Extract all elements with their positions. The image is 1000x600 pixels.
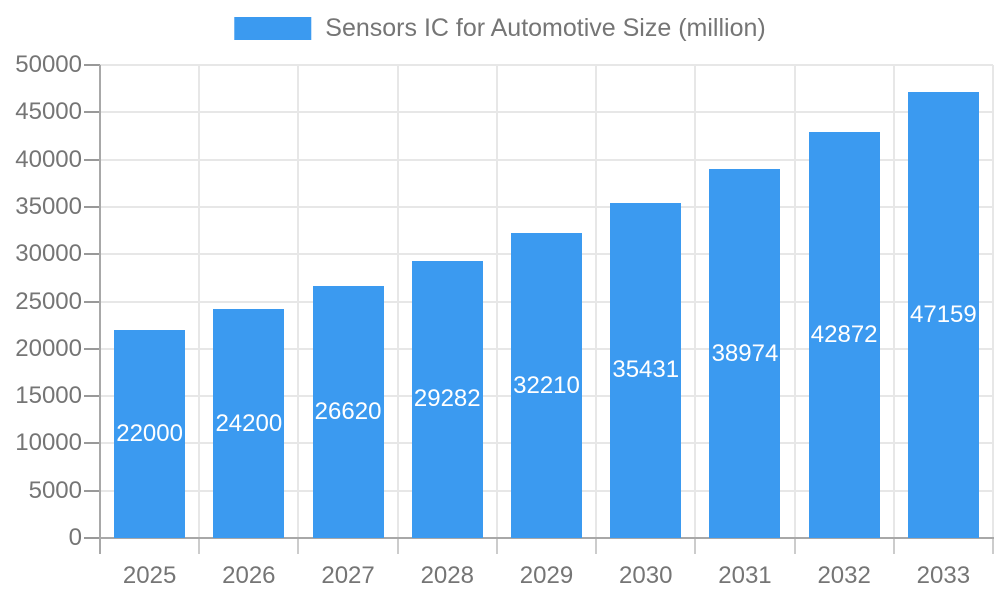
bar[interactable]: 32210: [511, 233, 582, 538]
bar[interactable]: 22000: [114, 329, 186, 538]
x-axis-tick: [595, 538, 598, 554]
y-axis-tick-label: 20000: [15, 334, 82, 362]
x-axis-category-label: 2030: [619, 562, 673, 589]
bar[interactable]: 24200: [213, 309, 285, 538]
y-axis-tick-label: 10000: [15, 429, 82, 457]
bar[interactable]: 42872: [808, 132, 880, 538]
x-gridline: [495, 65, 498, 538]
x-gridline: [297, 65, 300, 538]
bar-value-label: 35431: [612, 356, 680, 384]
y-axis-tick-label: 5000: [28, 476, 82, 504]
y-axis-tick-label: 0: [68, 524, 82, 551]
y-axis-tick-label: 45000: [15, 98, 82, 126]
bar-value-label: 47159: [910, 300, 977, 328]
y-gridline: [100, 111, 993, 114]
x-gridline: [396, 65, 399, 538]
legend-swatch: [234, 17, 312, 40]
y-axis-tick: [84, 537, 100, 539]
x-gridline: [595, 65, 598, 538]
x-axis-category-label: 2031: [718, 562, 772, 589]
y-axis-tick: [84, 111, 100, 114]
x-axis-category-label: 2025: [122, 562, 177, 589]
y-axis-line: [99, 65, 101, 554]
bar-value-label: 22000: [116, 419, 183, 447]
x-axis-tick: [793, 538, 796, 554]
x-axis-category-label: 2026: [222, 562, 276, 589]
x-axis-category-label: 2027: [321, 562, 375, 589]
bar[interactable]: 29282: [411, 260, 483, 538]
x-axis-category-label: 2028: [420, 562, 474, 589]
x-axis-tick: [495, 538, 498, 554]
y-axis-tick: [84, 64, 100, 66]
y-axis-tick: [84, 205, 100, 208]
y-axis-tick-label: 15000: [15, 382, 82, 410]
x-axis-tick: [992, 538, 994, 554]
y-axis-tick-label: 40000: [15, 145, 82, 173]
y-axis-tick-label: 50000: [15, 51, 82, 78]
y-axis-tick: [84, 300, 100, 303]
x-axis-tick: [892, 538, 895, 554]
x-axis-tick: [694, 538, 697, 554]
x-gridline: [198, 65, 201, 538]
bar[interactable]: 26620: [312, 286, 384, 538]
legend-label: Sensors IC for Automotive Size (million): [325, 14, 766, 42]
y-axis-tick-label: 25000: [15, 287, 82, 315]
y-axis-tick-label: 30000: [15, 240, 82, 268]
y-axis-tick-label: 35000: [15, 192, 82, 220]
y-gridline: [100, 205, 993, 208]
bar-value-label: 42872: [810, 321, 878, 349]
legend[interactable]: Sensors IC for Automotive Size (million): [234, 14, 766, 43]
y-axis-tick: [84, 442, 100, 445]
x-axis-tick: [297, 538, 300, 554]
bar-value-label: 32210: [513, 371, 580, 399]
bar-value-label: 38974: [711, 339, 779, 367]
y-axis-tick: [84, 489, 100, 492]
bar[interactable]: 38974: [709, 169, 781, 538]
y-gridline: [100, 64, 993, 66]
x-gridline: [793, 65, 796, 538]
x-axis-category-label: 2029: [519, 562, 574, 589]
y-axis-tick: [84, 395, 100, 398]
x-gridline: [892, 65, 895, 538]
bar-value-label: 29282: [413, 385, 481, 413]
x-gridline: [694, 65, 697, 538]
y-axis-tick: [84, 253, 100, 256]
x-gridline: [992, 65, 994, 538]
x-axis-category-label: 2033: [916, 562, 971, 589]
y-axis-tick: [84, 158, 100, 161]
bar-value-label: 26620: [314, 398, 382, 426]
x-axis-category-label: 2032: [817, 562, 871, 589]
x-axis-line: [99, 537, 994, 539]
x-axis-tick: [396, 538, 399, 554]
y-gridline: [100, 158, 993, 161]
bar[interactable]: 47159: [907, 91, 979, 538]
x-axis-tick: [198, 538, 201, 554]
bar-value-label: 24200: [215, 409, 283, 437]
bar[interactable]: 35431: [610, 202, 682, 538]
y-axis-tick: [84, 347, 100, 350]
